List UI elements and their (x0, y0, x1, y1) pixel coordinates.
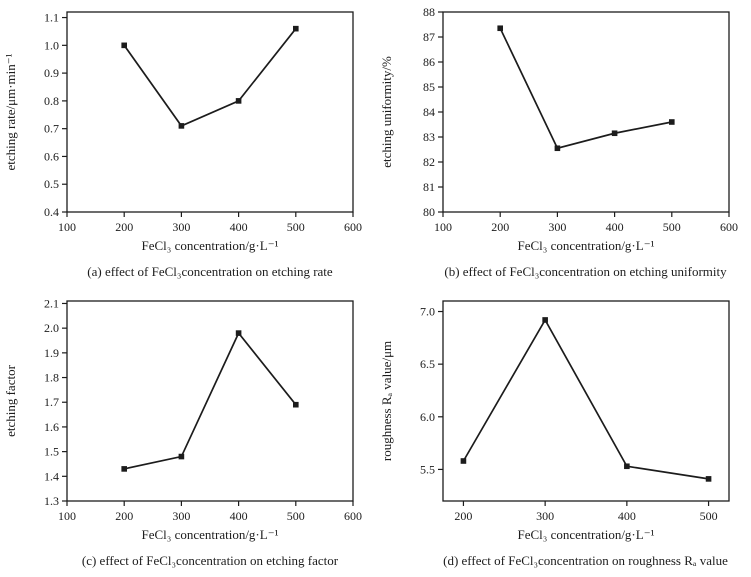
data-point-marker (668, 119, 675, 125)
y-tick-label: 84 (423, 105, 435, 119)
plot-frame (441, 299, 730, 502)
y-tick-label: 0.4 (44, 205, 59, 219)
x-tick-label: 200 (115, 509, 133, 523)
x-tick-label: 400 (617, 509, 635, 523)
x-axis-label: FeCl₃ concentration/g·L⁻¹ (517, 238, 654, 253)
chart-caption-d: (d) effect of FeCl₃concentration on roug… (443, 552, 728, 568)
y-tick-label: 6.5 (420, 357, 435, 371)
data-series-line (498, 27, 672, 150)
data-point-marker (541, 316, 548, 323)
chart-panel-d: 200 300 400 500 5.5 6.0 6.5 7.0 FeCl₃ concentrat… (376, 289, 751, 577)
x-tick-label: 100 (58, 220, 76, 234)
data-point-marker (121, 465, 127, 472)
y-tick-label: 1.0 (44, 38, 59, 52)
data-series-line (124, 330, 297, 470)
x-tick-label: 400 (605, 220, 623, 234)
y-tick-label: 7.0 (420, 304, 435, 318)
chart-caption-a: (a) effect of FeCl₃concentration on etch… (87, 264, 333, 279)
x-axis-label: FeCl₃ concentration/g·L⁻¹ (142, 238, 279, 253)
data-point-marker (178, 123, 185, 129)
y-axis-label: etching factor (3, 364, 18, 436)
x-tick-label: 500 (287, 220, 305, 234)
y-tick-label: 0.5 (44, 177, 59, 191)
y-tick-label: 1.9 (44, 345, 59, 359)
y-tick-label: 87 (423, 30, 435, 44)
data-point-marker (178, 453, 185, 459)
x-axis-label: FeCl₃ concentration/g·L⁻¹ (142, 527, 279, 542)
chart-panel-a: 100 200 300 400 500 600 0.4 0.5 0.6 0.7 0.8 0.9 1.0 1… (0, 0, 375, 288)
data-point-marker (611, 130, 617, 137)
x-tick-label: 500 (287, 509, 305, 523)
chart-caption-b: (b) effect of FeCl₃concentration on etch… (444, 264, 727, 279)
line-chart-roughness: 200 300 400 500 5.5 6.0 6.5 7.0 FeCl₃ concentrat… (379, 299, 730, 542)
data-point-marker (705, 475, 711, 482)
y-tick-label: 82 (423, 155, 435, 169)
y-tick-label: 86 (423, 55, 435, 69)
y-tick-label: 1.8 (44, 370, 59, 384)
x-tick-label: 300 (172, 220, 190, 234)
data-series-line (462, 317, 709, 480)
x-axis-label: FeCl₃ concentration/g·L⁻¹ (517, 527, 654, 542)
chart-caption-c: (c) effect of FeCl₃concentration on etch… (81, 552, 339, 568)
x-tick-label: 600 (720, 220, 738, 234)
y-tick-label: 1.6 (44, 419, 59, 433)
x-tick-label: 300 (172, 509, 190, 523)
x-tick-label: 300 (548, 220, 566, 234)
y-tick-label: 85 (423, 80, 435, 94)
data-point-marker (121, 42, 127, 49)
x-tick-label: 200 (454, 509, 472, 523)
x-tick-label: 600 (344, 220, 362, 234)
x-tick-label: 200 (491, 220, 509, 234)
x-tick-label: 400 (230, 509, 248, 523)
y-tick-label: 1.4 (44, 469, 59, 483)
y-axis-label: roughness Rₐ value/μm (379, 340, 394, 460)
data-point-marker (235, 329, 242, 336)
data-point-marker (293, 401, 299, 408)
y-tick-label: 0.6 (44, 149, 59, 163)
chart-panel-c: 100 200 300 400 500 600 1.3 1.4 1.5 1.6 1.7 1.8 1.9 2… (0, 289, 375, 577)
y-axis-label: etching uniformity/% (379, 56, 394, 168)
y-tick-label: 81 (423, 180, 435, 194)
y-tick-label: 0.7 (44, 122, 59, 136)
data-point-marker (623, 462, 630, 469)
x-tick-label: 100 (434, 220, 452, 234)
plot-frame (66, 11, 354, 213)
y-tick-label: 1.3 (44, 494, 59, 508)
line-chart-etching-uniformity: 100 200 300 400 500 600 80 81 82 83 84 85 86 87 88 FeCl… (379, 5, 738, 253)
x-tick-label: 600 (344, 509, 362, 523)
y-tick-label: 1.1 (44, 11, 59, 25)
plot-frame (66, 299, 354, 502)
x-tick-label: 400 (230, 220, 248, 234)
y-tick-label: 1.7 (44, 395, 59, 409)
data-point-marker (460, 457, 466, 464)
y-tick-label: 5.5 (420, 462, 435, 476)
y-tick-label: 2.0 (44, 321, 59, 335)
data-series-line (123, 28, 297, 127)
data-point-marker (235, 98, 242, 104)
y-axis-label: etching rate/μm·min⁻¹ (3, 53, 18, 170)
line-chart-etching-rate: 100 200 300 400 500 600 0.4 0.5 0.6 0.7 0.8 0.9 1.0 1… (3, 11, 362, 253)
data-point-marker (554, 145, 560, 152)
y-tick-label: 88 (423, 5, 435, 19)
x-tick-label: 300 (536, 509, 554, 523)
y-tick-label: 6.0 (420, 409, 435, 423)
plot-frame (441, 11, 730, 213)
data-point-marker (496, 25, 503, 32)
chart-panel-b: 100 200 300 400 500 600 80 81 82 83 84 85 86 87 88 FeCl… (376, 0, 751, 288)
y-tick-label: 0.8 (44, 94, 59, 108)
y-tick-label: 2.1 (44, 296, 59, 310)
y-tick-label: 1.5 (44, 444, 59, 458)
x-tick-label: 100 (58, 509, 76, 523)
line-chart-etching-factor: 100 200 300 400 500 600 1.3 1.4 1.5 1.6 1.7 1.8 1.9 2… (3, 296, 362, 542)
y-tick-label: 80 (423, 205, 435, 219)
x-tick-label: 500 (699, 509, 717, 523)
x-tick-label: 200 (115, 220, 133, 234)
y-tick-label: 0.9 (44, 66, 59, 80)
x-tick-label: 500 (662, 220, 680, 234)
y-tick-label: 83 (423, 130, 435, 144)
data-point-marker (293, 25, 299, 32)
